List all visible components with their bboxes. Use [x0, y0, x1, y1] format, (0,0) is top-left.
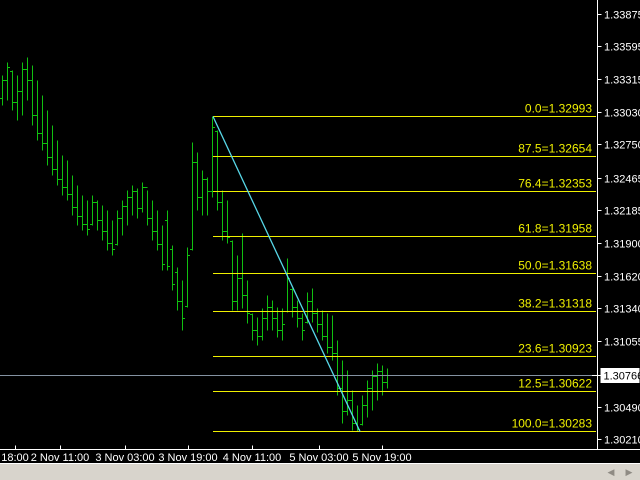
time-axis-label: 5 Nov 03:00	[289, 452, 348, 463]
current-price-box	[600, 368, 640, 383]
price-axis-label: 1.31620	[604, 272, 640, 284]
fib-level-label: 0.0=1.32993	[525, 102, 592, 116]
price-axis-label: 1.33315	[604, 75, 640, 87]
price-axis-label: 1.32185	[604, 206, 640, 218]
time-axis-label: 5 Nov 19:00	[352, 452, 411, 463]
fib-level-label: 12.5=1.30622	[518, 377, 592, 391]
scroll-right-arrow-icon[interactable]: ▶	[625, 467, 633, 477]
scroll-left-arrow-icon[interactable]: ◀	[607, 467, 615, 477]
fib-trendline[interactable]	[212, 116, 361, 432]
time-axis-label: 3 Nov 19:00	[158, 452, 217, 463]
time-axis-label: 4 Nov 11:00	[223, 452, 282, 463]
fib-level-label: 61.8=1.31958	[518, 222, 592, 236]
price-axis-label: 1.31340	[604, 304, 640, 316]
time-axis-label: 18:00	[1, 452, 29, 463]
horizontal-scrollbar[interactable]: ◀ ▶	[0, 463, 640, 480]
current-price-label: 1.30766	[604, 371, 640, 383]
price-axis-label: 1.32465	[604, 174, 640, 186]
price-axis-label: 1.33030	[604, 108, 640, 120]
price-axis-label: 1.33595	[604, 42, 640, 54]
fib-level-label: 50.0=1.31638	[518, 259, 592, 273]
fib-level-label: 23.6=1.30923	[518, 342, 592, 356]
price-axis-label: 1.31055	[604, 337, 640, 349]
time-axis-label: 2 Nov 11:00	[31, 452, 90, 463]
fib-level-label: 87.5=1.32654	[518, 142, 592, 156]
price-axis-label: 1.33875	[604, 10, 640, 22]
price-axis-label: 1.31900	[604, 239, 640, 251]
fib-level-label: 38.2=1.31318	[518, 297, 592, 311]
price-axis-label: 1.30490	[604, 403, 640, 415]
time-axis-label: 3 Nov 03:00	[95, 452, 154, 463]
fib-level-label: 100.0=1.30283	[512, 417, 593, 431]
fib-level-label: 76.4=1.32353	[518, 177, 592, 191]
price-axis-label: 1.32750	[604, 140, 640, 152]
price-axis-label: 1.30210	[604, 435, 640, 447]
price-chart-canvas[interactable]: 0.0=1.32993 87.5=1.32654 76.4=1.32353 61.8=…	[0, 0, 640, 463]
